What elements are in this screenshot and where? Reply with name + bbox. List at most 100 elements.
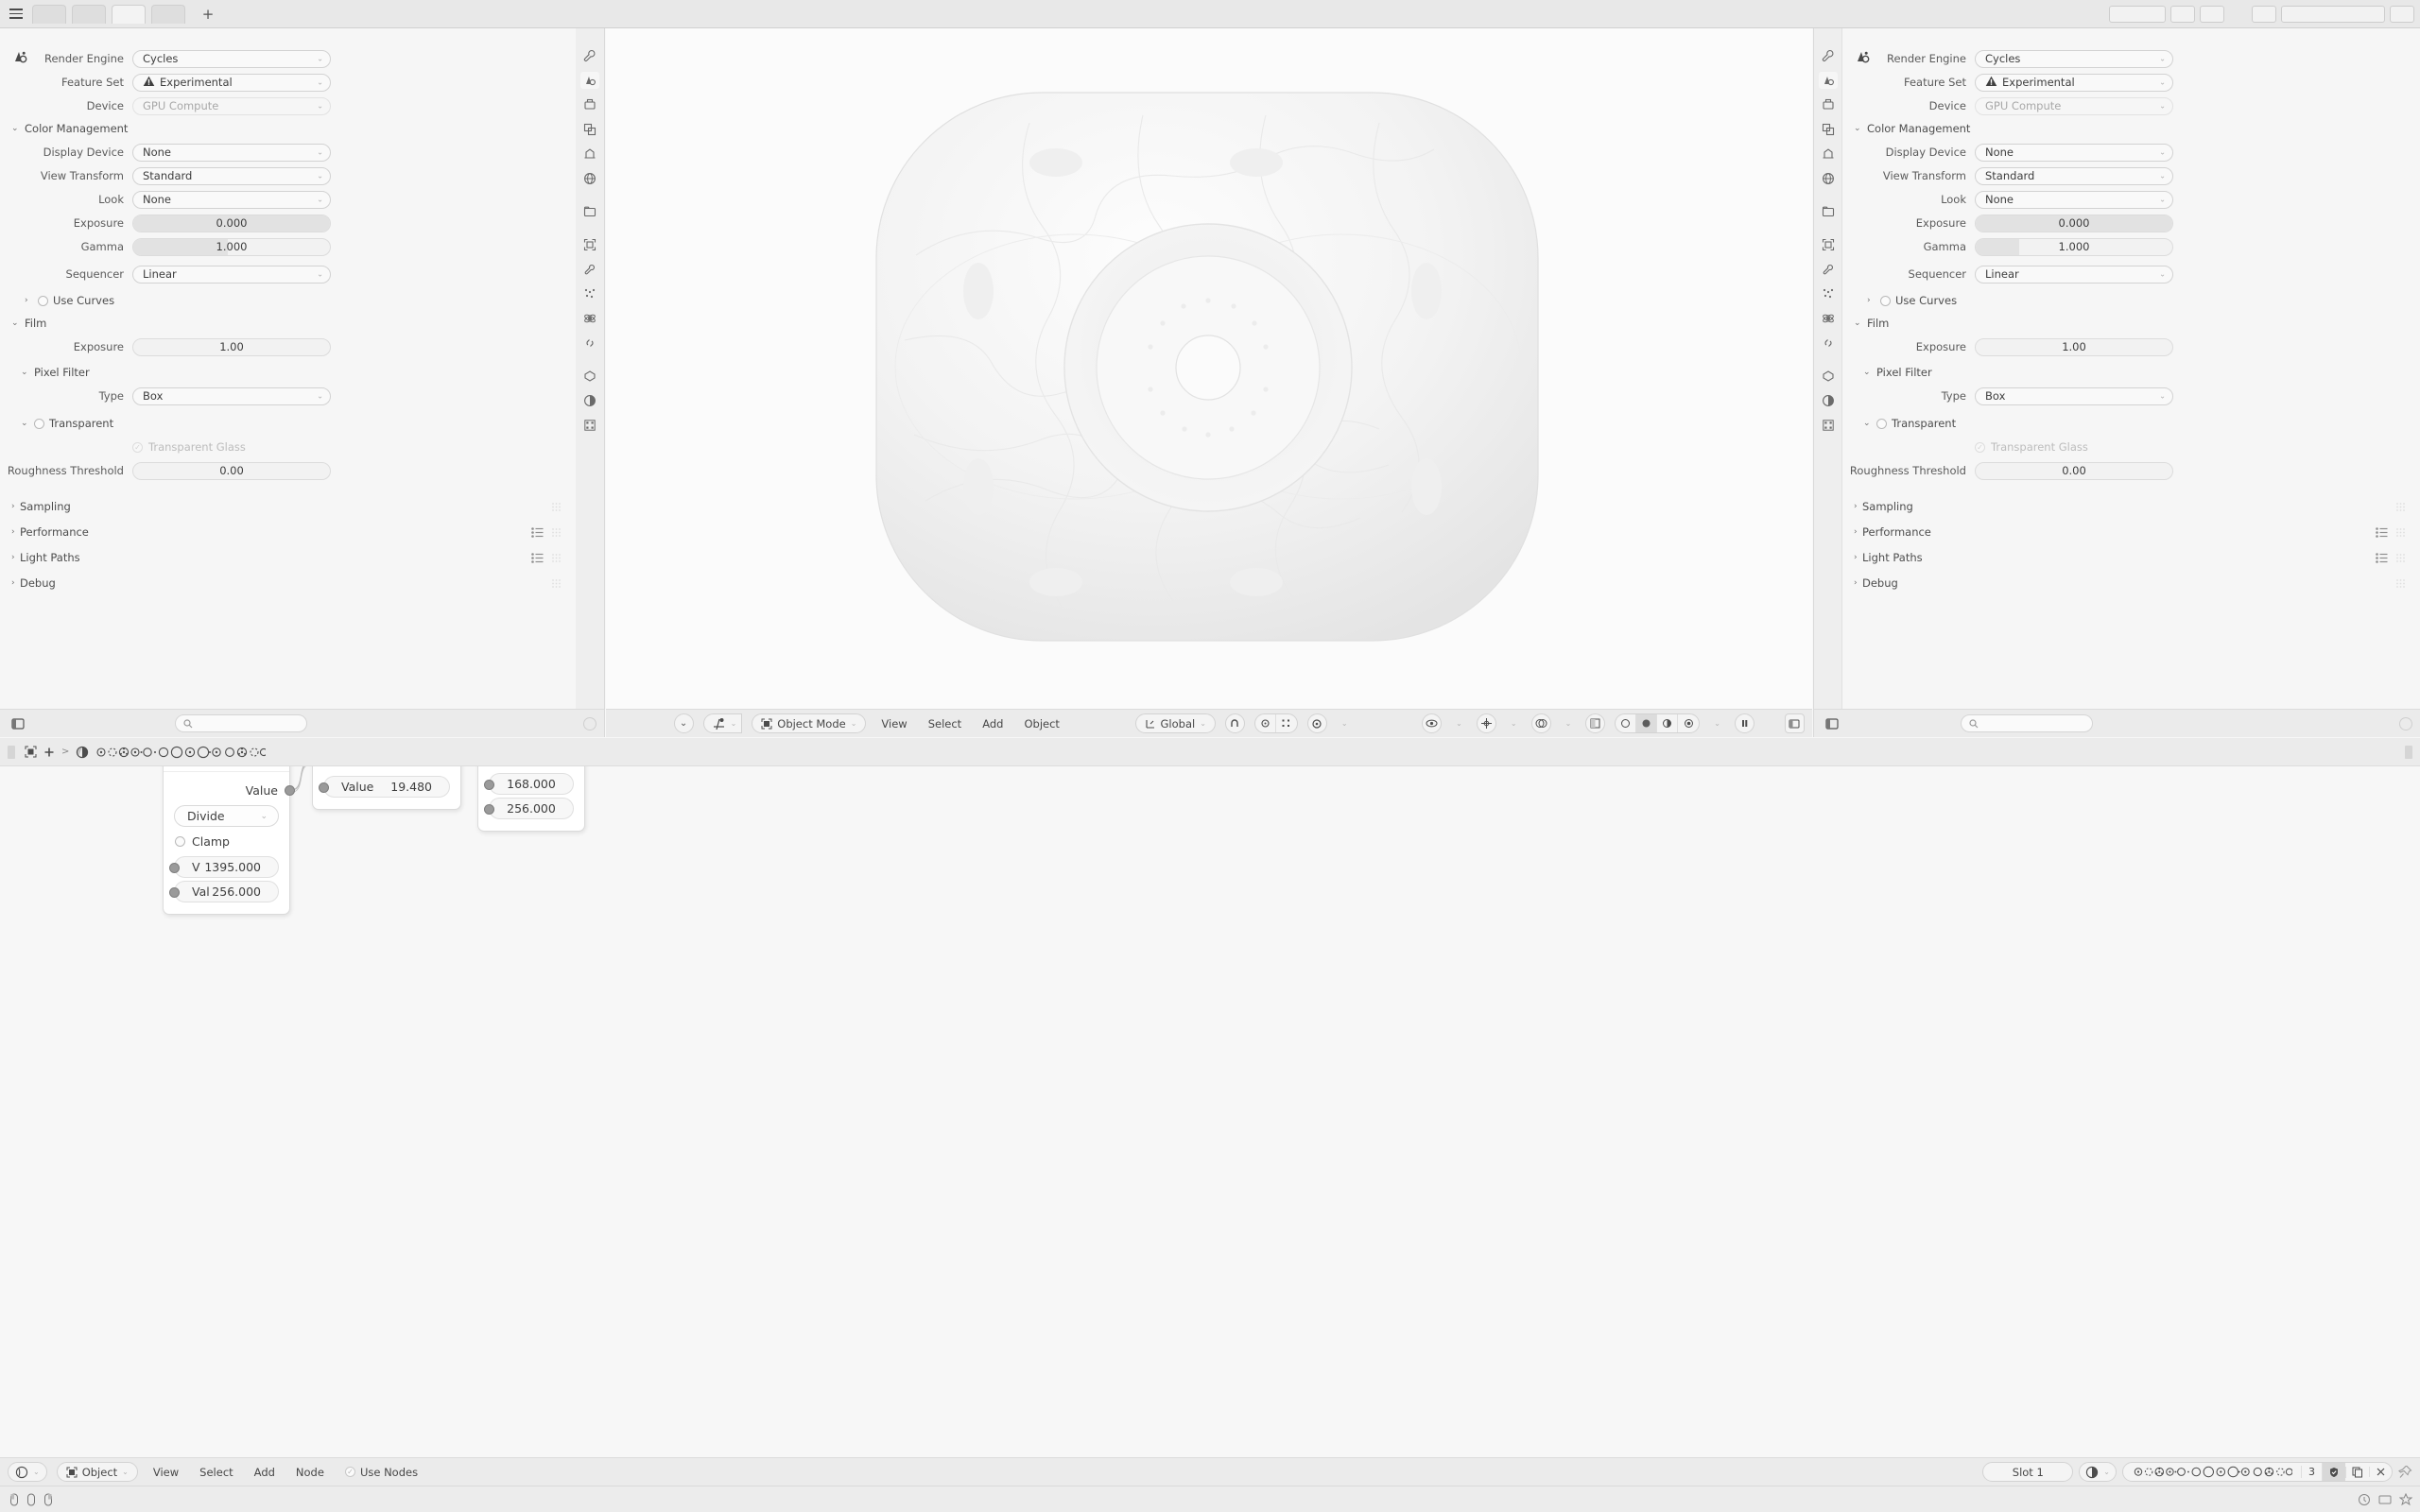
section-performance[interactable]: › Performance [1854,524,2407,541]
properties-tab-data[interactable] [1819,368,1838,385]
new-scene-button[interactable] [2170,5,2195,23]
section-performance[interactable]: › Performance [11,524,562,541]
grip-dots-icon[interactable] [552,553,561,562]
material-browse-icon[interactable]: ⌄ [2079,1462,2117,1482]
viewport-options-icon[interactable] [1784,713,1805,733]
property-dropdown-view-transform[interactable]: Standard ⌄ [1975,166,2173,185]
properties-tab-view-layer[interactable] [580,121,599,138]
snap-increment-icon[interactable] [1255,714,1276,732]
snap-options[interactable] [1253,713,1298,733]
properties-search-left[interactable] [175,714,307,732]
property-slider-exposure[interactable]: 0.000 [1975,214,2173,232]
transparent-glass-toggle[interactable]: ✓ Transparent Glass [0,438,562,456]
property-dropdown-feature-set[interactable]: Experimental ⌄ [132,73,331,92]
properties-tab-texture[interactable] [1819,417,1838,434]
property-dropdown-device[interactable]: GPU Compute ⌄ [1975,96,2173,115]
input-socket[interactable] [169,887,180,898]
new-view-layer-button[interactable] [2390,5,2414,23]
node-input-field[interactable]: 168.000 [484,773,574,795]
transparent-radio[interactable] [1876,418,1887,429]
property-dropdown-render-engine[interactable]: Cycles ⌄ [1975,49,2173,68]
properties-tab-world[interactable] [1819,170,1838,187]
node-editor-scroll-handle[interactable] [2405,745,2412,759]
viewport-menu-object[interactable]: Object [1024,716,1060,730]
editor-type-shader-icon[interactable]: ⌄ [8,1462,47,1482]
section-color-management[interactable]: ⌄ Color Management [11,120,562,137]
grip-dots-icon[interactable] [2396,578,2405,588]
properties-tab-data[interactable] [580,368,599,385]
properties-filter-right[interactable] [2399,716,2412,730]
snap-grid-icon[interactable] [1276,714,1297,732]
transparent-glass-row[interactable]: ✓ Transparent Glass [132,440,246,454]
add-workspace-button[interactable]: + [201,5,215,23]
property-slider-exposure[interactable]: 1.00 [132,337,331,356]
view-layer-icon[interactable] [2252,5,2276,23]
workspace-tab-3[interactable] [112,4,146,24]
section-sampling[interactable]: › Sampling [11,498,562,515]
gizmo-icon[interactable] [1476,713,1496,733]
property-slider-exposure[interactable]: 0.000 [132,214,331,232]
property-slider-exposure[interactable]: 1.00 [1975,337,2173,356]
property-dropdown-look[interactable]: None ⌄ [1975,190,2173,209]
view-layer-selector[interactable] [2281,5,2385,23]
transparent-radio[interactable] [34,418,44,429]
node-menu-node[interactable]: Node [295,1465,324,1479]
properties-tab-render[interactable] [1818,72,1838,89]
viewport-menu-select[interactable]: Select [927,716,962,730]
properties-tab-constraint[interactable] [1819,335,1838,352]
node-input-field[interactable]: V 1395.000 [169,856,279,878]
material-users-count[interactable]: 3 [2301,1466,2322,1478]
scene-selector[interactable] [2109,5,2166,23]
section-transparent[interactable]: ⌄ Transparent [21,415,562,432]
property-dropdown-type[interactable]: Box ⌄ [1975,387,2173,405]
viewport-menu-add[interactable]: Add [982,716,1004,730]
visibility-icon[interactable] [1422,713,1443,733]
properties-tab-tool[interactable] [1819,47,1838,64]
proportional-falloff-selector[interactable]: ⌄ [1340,719,1348,728]
use-nodes-toggle[interactable]: ✓ Use Nodes [344,1466,418,1479]
new-material-icon[interactable] [2345,1466,2369,1478]
properties-tab-output[interactable] [580,96,599,113]
property-dropdown-type[interactable]: Box ⌄ [132,387,331,405]
property-dropdown-feature-set[interactable]: Experimental ⌄ [1975,73,2173,92]
section-debug[interactable]: › Debug [11,575,562,592]
mode-selector[interactable]: Object Mode ⌄ [752,713,867,733]
section-film[interactable]: ⌄ Film [1854,315,2407,332]
properties-tab-physics[interactable] [580,310,599,327]
node-header[interactable]: ⌄ [164,766,289,772]
overlay-icon[interactable] [1530,713,1551,733]
xray-icon[interactable] [1585,713,1606,733]
shading-solid-icon[interactable] [1636,714,1658,732]
transparent-glass-checkbox[interactable]: ✓ [132,441,143,453]
properties-tab-output[interactable] [1819,96,1838,113]
list-icon[interactable] [2376,552,2388,563]
property-dropdown-sequencer[interactable]: Linear ⌄ [132,265,331,284]
grip-dots-icon[interactable] [2396,502,2405,511]
node-input-field[interactable]: Val 256.000 [169,881,279,902]
section-film[interactable]: ⌄ Film [11,315,562,332]
workspace-tab-4[interactable] [151,4,185,24]
node-menu-select[interactable]: Select [199,1465,233,1479]
property-dropdown-device[interactable]: GPU Compute ⌄ [132,96,331,115]
grip-dots-icon[interactable] [2396,527,2405,537]
node-menu-add[interactable]: Add [253,1465,275,1479]
properties-tab-world[interactable] [580,170,599,187]
section-light-paths[interactable]: › Light Paths [1854,549,2407,566]
shader-type-selector[interactable]: Object ⌄ [56,1462,138,1482]
node-operation-dropdown[interactable]: Divide ⌄ [174,805,279,827]
overlay-dropdown[interactable]: ⌄ [1564,719,1572,728]
properties-tab-object[interactable] [1819,236,1838,253]
use-curves-toggle[interactable]: › Use Curves [1867,292,2407,309]
properties-tab-particles[interactable] [580,285,599,302]
node-clamp-toggle[interactable]: Clamp [164,830,289,853]
properties-tab-modifier[interactable] [580,261,599,278]
property-dropdown-render-engine[interactable]: Cycles ⌄ [132,49,331,68]
clamp-radio[interactable] [175,836,185,847]
shading-mode-selector[interactable] [1615,713,1701,733]
property-slider-gamma[interactable]: 1.000 [1975,237,2173,256]
properties-tab-physics[interactable] [1819,310,1838,327]
snap-magnet-icon[interactable] [1224,713,1245,733]
input-socket[interactable] [319,782,329,793]
